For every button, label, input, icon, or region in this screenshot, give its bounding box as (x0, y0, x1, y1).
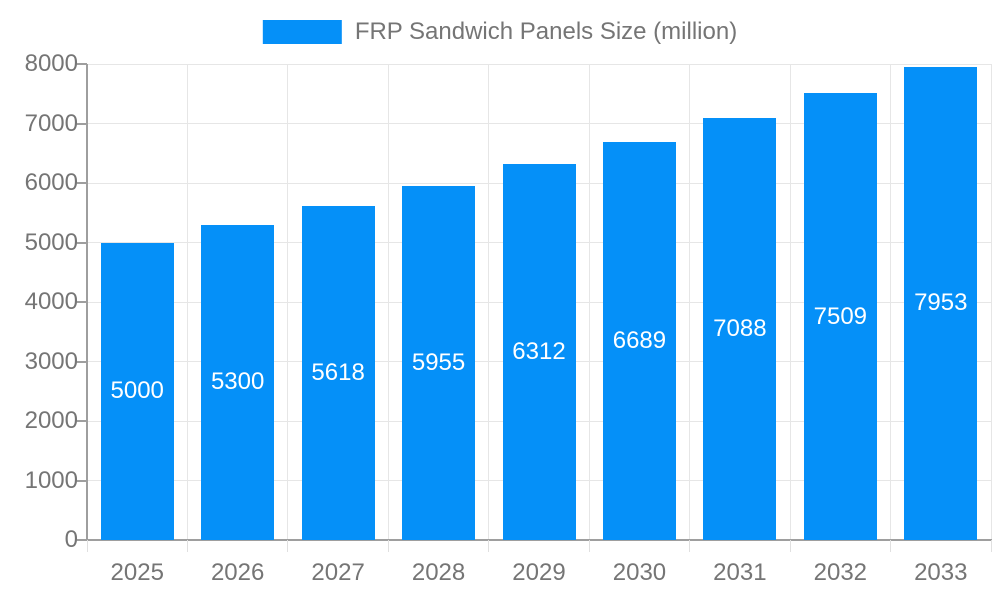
y-axis-tick (77, 122, 87, 125)
x-axis-tick (990, 540, 992, 552)
y-axis-tick (77, 241, 87, 244)
gridline-v-9 (990, 64, 992, 540)
bar-2033[interactable]: 7953 (904, 66, 978, 540)
y-axis-label: 8000 (24, 50, 78, 77)
bar-value-label: 6689 (612, 327, 667, 354)
y-axis-tick (77, 479, 87, 482)
x-axis-label: 2025 (110, 559, 164, 586)
y-axis-tick (77, 63, 87, 65)
bar-2032[interactable]: 7509 (803, 93, 877, 540)
y-axis-tick (77, 539, 87, 541)
bar-value-label: 7509 (813, 302, 868, 330)
bar-2031[interactable]: 7088 (703, 118, 777, 540)
x-axis-label: 2027 (311, 559, 365, 586)
bar-2029[interactable]: 6312 (502, 164, 576, 540)
legend[interactable]: FRP Sandwich Panels Size (million) (262, 18, 738, 45)
bar-value-label: 5618 (311, 358, 365, 386)
y-axis-label: 7000 (24, 109, 78, 137)
gridline-8000 (87, 63, 991, 65)
bar-value-label: 7953 (914, 289, 968, 317)
x-axis-tick (890, 540, 892, 552)
x-axis-label: 2031 (713, 559, 767, 586)
bar-value-label: 7088 (713, 315, 767, 343)
y-axis-line (86, 64, 88, 540)
x-axis-label: 2032 (813, 559, 868, 586)
y-axis-label: 0 (64, 526, 78, 553)
legend-label: FRP Sandwich Panels Size (million) (354, 18, 738, 45)
y-axis-label: 4000 (24, 288, 78, 315)
gridline-v-1 (186, 64, 188, 540)
bar-2030[interactable]: 6689 (602, 142, 676, 540)
x-axis-label: 2030 (612, 559, 667, 586)
x-axis-tick (86, 540, 88, 552)
gridline-v-3 (387, 64, 389, 540)
y-axis-tick (77, 360, 87, 363)
x-axis-tick (287, 540, 289, 552)
bar-2025[interactable]: 5000 (100, 242, 174, 540)
x-axis-tick (186, 540, 188, 552)
x-axis-label: 2026 (210, 559, 265, 586)
y-axis-label: 6000 (24, 169, 78, 196)
y-axis-tick (77, 182, 87, 184)
bar-value-label: 6312 (512, 338, 566, 366)
gridline-v-5 (588, 64, 590, 540)
gridline-v-4 (488, 64, 490, 540)
x-axis-tick (387, 540, 389, 552)
bar-value-label: 5000 (110, 377, 164, 405)
gridline-v-2 (287, 64, 289, 540)
gridline-v-6 (689, 64, 691, 540)
x-axis-tick (689, 540, 691, 552)
y-axis-tick (77, 420, 87, 422)
plot-area: 5000 5300 5618 5955 6312 6689 7088 7509 7953 (86, 63, 992, 541)
bar-value-label: 5300 (210, 368, 265, 396)
y-axis-label: 3000 (24, 347, 78, 375)
y-axis-tick (77, 301, 87, 303)
y-axis-label: 5000 (24, 228, 78, 256)
y-axis-label: 2000 (24, 407, 78, 434)
x-axis-line (86, 539, 992, 541)
x-axis-tick (789, 540, 791, 552)
bar-2027[interactable]: 5618 (301, 205, 375, 540)
bar-2026[interactable]: 5300 (201, 224, 275, 540)
x-axis-label: 2033 (914, 559, 968, 586)
x-axis-tick (488, 540, 490, 552)
bar-value-label: 5955 (411, 348, 466, 376)
x-axis-label: 2029 (512, 559, 566, 586)
bar-2028[interactable]: 5955 (402, 185, 476, 540)
gridline-v-7 (789, 64, 791, 540)
gridline-v-8 (890, 64, 892, 540)
legend-swatch (262, 20, 342, 44)
y-axis-label: 1000 (24, 466, 78, 494)
gridline-7000 (87, 123, 991, 124)
x-axis-label: 2028 (411, 559, 466, 586)
x-axis-tick (588, 540, 590, 552)
